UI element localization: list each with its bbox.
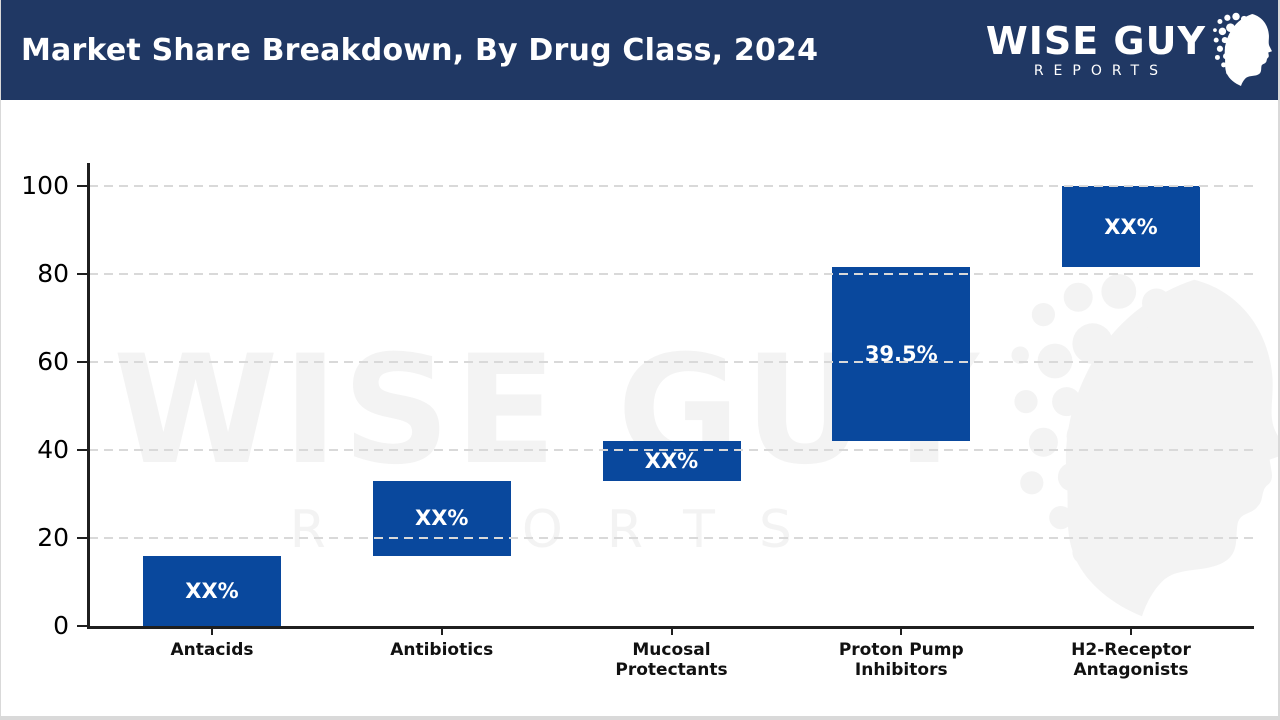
- x-tick-1: [211, 628, 213, 635]
- y-tick-label-80: 80: [37, 259, 69, 288]
- y-tick-80: [77, 273, 87, 275]
- brand-logo-text: WISE GUY REPORTS: [986, 21, 1206, 79]
- bar-4: [832, 267, 971, 442]
- category-label: H2-Receptor Antagonists: [1071, 640, 1191, 680]
- gridline-20: [89, 537, 1254, 539]
- y-tick-60: [77, 361, 87, 363]
- y-tick-label-20: 20: [37, 523, 69, 552]
- bar-5: [1062, 186, 1200, 268]
- y-tick-40: [77, 449, 87, 451]
- y-axis-line: [87, 163, 90, 629]
- brand-tagline: REPORTS: [1033, 63, 1168, 79]
- gridline-60: [89, 361, 1254, 363]
- bar-3: [602, 441, 741, 481]
- x-axis-line: [87, 626, 1254, 629]
- gridline-80: [89, 273, 1254, 275]
- category-label: Antacids: [170, 640, 254, 660]
- gridline-100: [89, 185, 1254, 187]
- bar-value-label: XX%: [1104, 214, 1158, 239]
- brand-logo: WISE GUY REPORTS: [986, 8, 1272, 92]
- bar-value-label: 39.5%: [864, 342, 938, 367]
- bar-value-label: XX%: [185, 578, 239, 603]
- x-tick-5: [1130, 628, 1132, 635]
- bar-value-label: XX%: [415, 506, 469, 531]
- y-tick-label-60: 60: [37, 347, 69, 376]
- y-tick-label-100: 100: [21, 171, 69, 200]
- y-tick-label-0: 0: [53, 611, 69, 640]
- category-label: Proton Pump Inhibitors: [838, 640, 964, 680]
- category-label: Mucosal Protectants: [615, 640, 728, 680]
- header: Market Share Breakdown, By Drug Class, 2…: [1, 0, 1278, 100]
- y-tick-0: [77, 625, 87, 627]
- waterfall-chart: 0 20 40 60 80 100 XX% Antacids XX% Antibiotics XX%…: [1, 100, 1278, 716]
- x-tick-4: [900, 628, 903, 635]
- category-label: Antibiotics: [390, 640, 494, 660]
- bar-2: [372, 480, 511, 556]
- brand-name: WISE GUY: [985, 19, 1206, 63]
- bar-value-label: XX%: [644, 449, 699, 473]
- bar-1: [143, 555, 281, 626]
- page-title: Market Share Breakdown, By Drug Class, 2…: [21, 32, 819, 68]
- y-tick-20: [77, 537, 87, 539]
- brand-head-icon: [1210, 8, 1272, 92]
- y-tick-100: [77, 185, 87, 187]
- x-tick-2: [440, 628, 443, 635]
- x-tick-3: [670, 628, 673, 635]
- gridline-40: [89, 449, 1254, 451]
- y-tick-label-40: 40: [37, 435, 69, 464]
